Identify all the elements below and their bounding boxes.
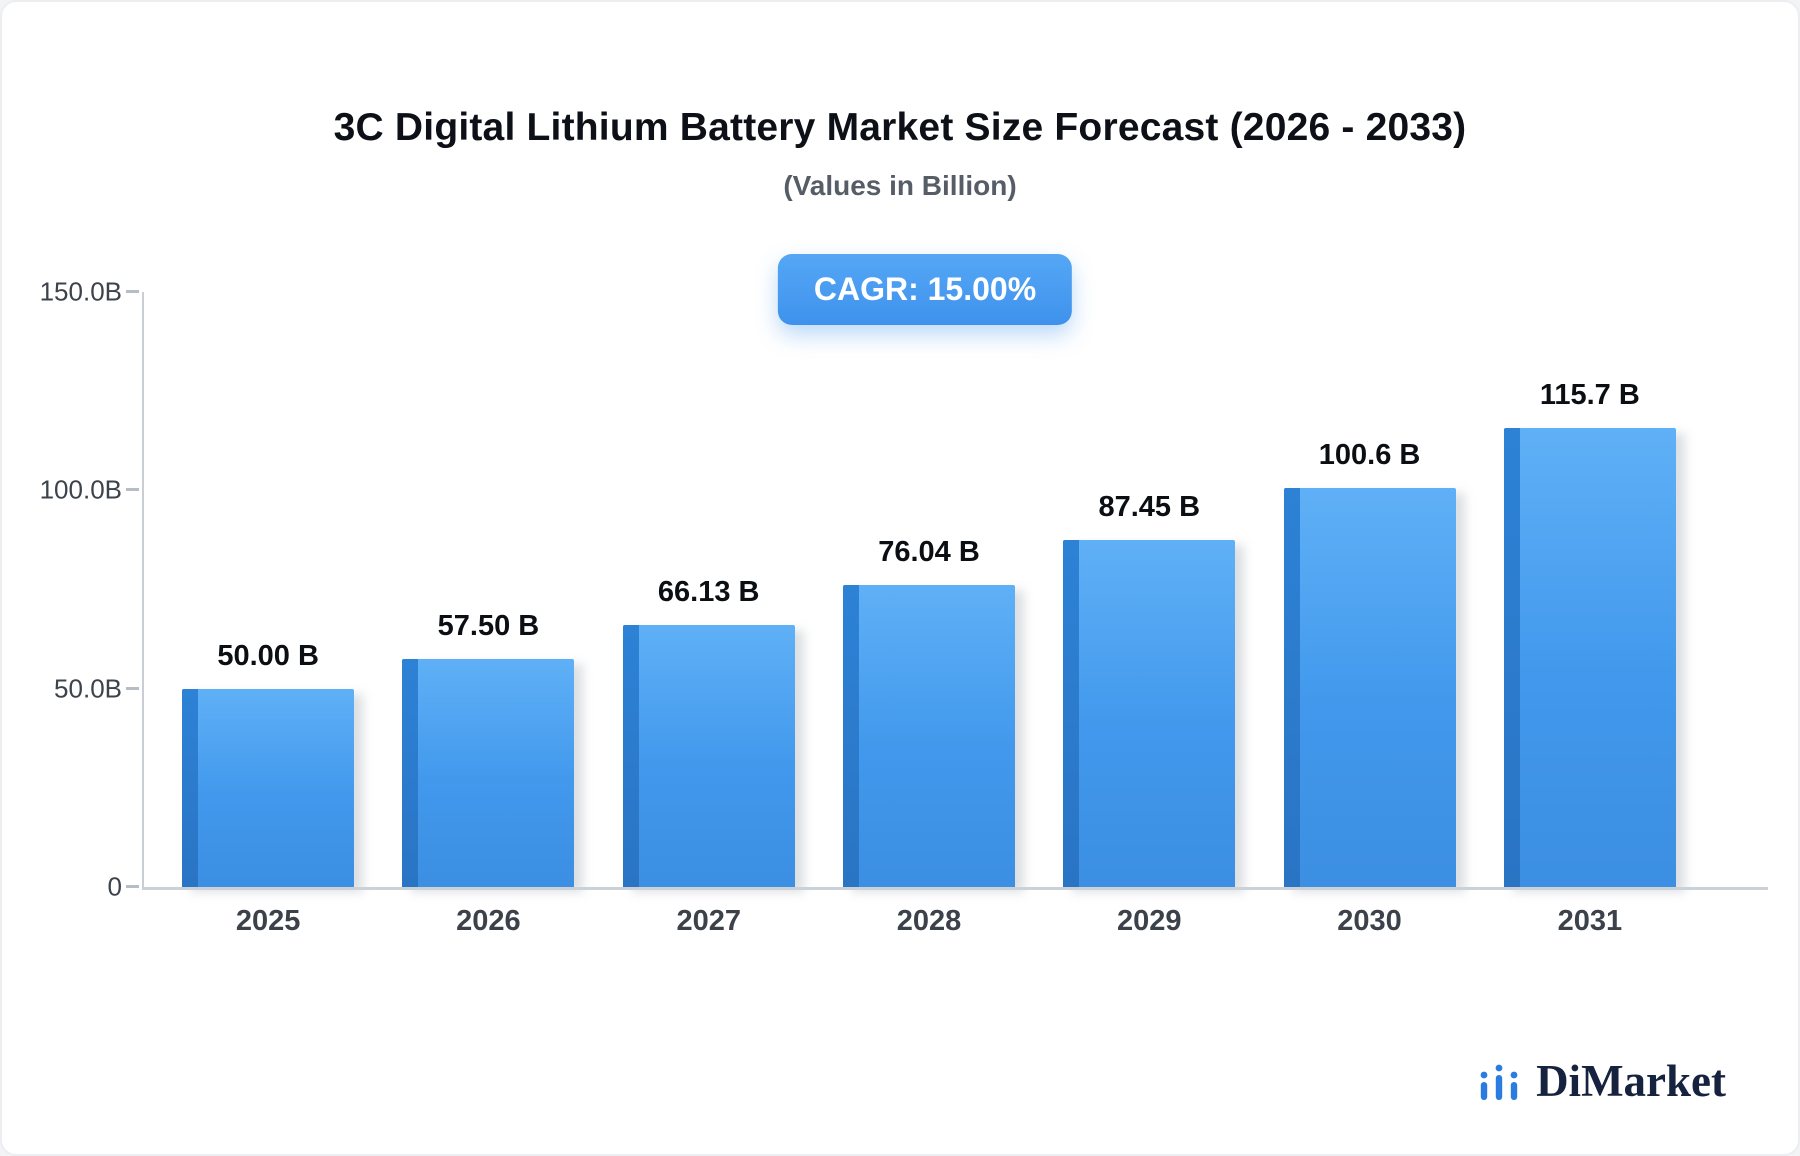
bar-2028: 76.04 B	[842, 536, 1015, 887]
bar-2025: 50.00 B	[182, 640, 355, 888]
x-axis-label-2028: 2028	[896, 905, 962, 937]
bar-group-2031: 115.7 B	[1480, 292, 1700, 887]
bar-group-2028: 76.04 B	[819, 292, 1039, 887]
bar-value-label: 50.00 B	[217, 639, 319, 672]
x-axis-label-2025: 2025	[235, 905, 301, 937]
bar-group-2030: 100.6 B	[1259, 292, 1479, 888]
bar-value-label: 87.45 B	[1098, 491, 1201, 524]
chart-title: 3C Digital Lithium Battery Market Size F…	[333, 106, 1467, 149]
bar-2031: 115.7 B	[1503, 379, 1676, 887]
y-tick-mark	[126, 885, 139, 888]
x-axis-label-2026: 2026	[456, 905, 521, 937]
bar-group-2027: 66.13 B	[599, 292, 819, 888]
bar-value-label: 66.13 B	[657, 575, 760, 608]
y-tick-label: 0	[107, 871, 122, 902]
bar-group-2026: 57.50 B	[378, 292, 598, 888]
bars: 50.00 B 57.50 B 66.13 B 76.04 B 87.45 B 100.6…	[144, 292, 1740, 888]
chart-subtitle: (Values in Billion)	[783, 170, 1017, 201]
y-tick-label: 100.0B	[39, 474, 122, 505]
x-axis-label-2027: 2027	[676, 905, 741, 937]
brand-name: DiMarket	[1536, 1056, 1726, 1106]
bar-2027: 66.13 B	[622, 576, 795, 888]
brand-logo: DiMarket	[1476, 1058, 1726, 1104]
bar-2029: 87.45 B	[1063, 491, 1236, 887]
y-tick-label: 150.0B	[39, 276, 122, 307]
y-tick-label: 50.0B	[54, 673, 122, 704]
cagr-badge: CAGR: 15.00%	[777, 254, 1073, 325]
bar-group-2029: 87.45 B	[1039, 292, 1259, 887]
plot-area: 50.00 B 57.50 B 66.13 B 76.04 B 87.45 B 100.6…	[40, 277, 1768, 937]
x-axis-label-2029: 2029	[1117, 905, 1182, 937]
bar-group-2025: 50.00 B	[158, 292, 378, 888]
y-tick-mark	[126, 290, 139, 293]
y-tick-mark	[126, 686, 139, 690]
x-axis-label-2031: 2031	[1557, 905, 1623, 937]
x-axis-label-2030: 2030	[1337, 905, 1402, 937]
bar-chart-icon	[1476, 1058, 1522, 1104]
bar-value-label: 57.50 B	[437, 609, 540, 642]
bar-2030: 100.6 B	[1283, 439, 1456, 888]
x-axis-labels: 2025 2026 2027 2028 2029 2030 2031	[144, 905, 1740, 938]
bar-2026: 57.50 B	[402, 610, 575, 888]
y-tick-mark	[126, 488, 139, 492]
bar-value-label: 100.6 B	[1318, 438, 1421, 471]
bar-value-label: 76.04 B	[878, 536, 980, 569]
bar-value-label: 115.7 B	[1539, 379, 1640, 412]
